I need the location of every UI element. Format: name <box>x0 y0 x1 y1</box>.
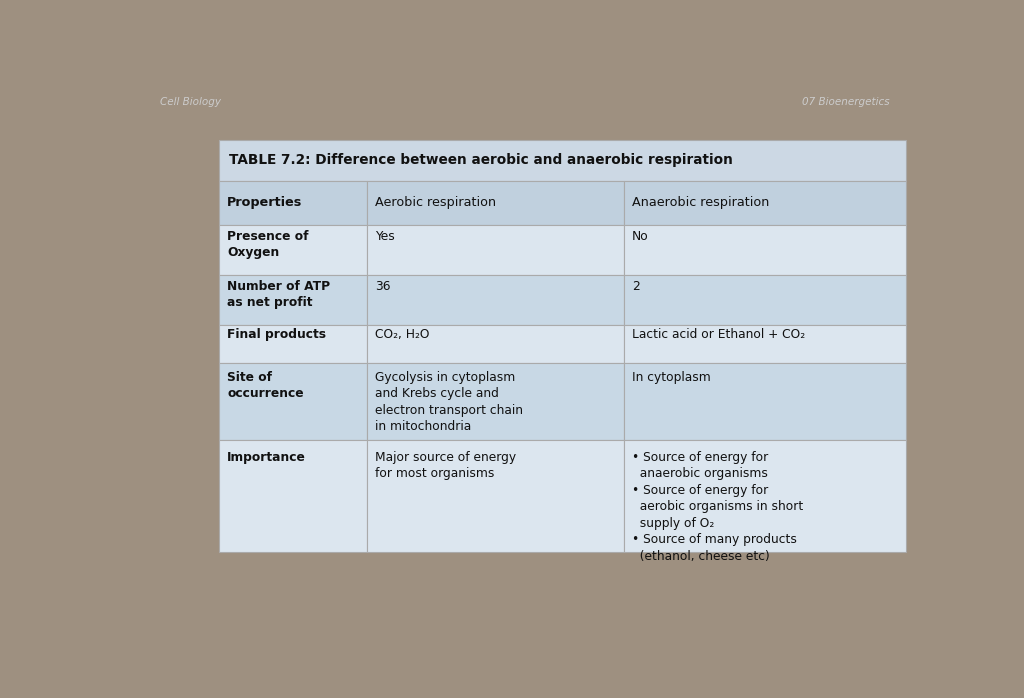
Text: Importance: Importance <box>227 451 306 464</box>
Bar <box>219 274 367 325</box>
Text: 36: 36 <box>375 280 390 292</box>
Bar <box>367 225 625 274</box>
Text: CO₂, H₂O: CO₂, H₂O <box>375 329 429 341</box>
Bar <box>219 181 367 225</box>
Text: Cell Biology: Cell Biology <box>160 97 221 107</box>
Text: Site of
occurrence: Site of occurrence <box>227 371 304 401</box>
Bar <box>219 440 367 552</box>
Text: Yes: Yes <box>375 230 394 243</box>
Text: Lactic acid or Ethanol + CO₂: Lactic acid or Ethanol + CO₂ <box>632 329 805 341</box>
Text: Gycolysis in cytoplasm
and Krebs cycle and
electron transport chain
in mitochond: Gycolysis in cytoplasm and Krebs cycle a… <box>375 371 523 433</box>
Text: In cytoplasm: In cytoplasm <box>632 371 711 384</box>
Bar <box>219 363 367 440</box>
Text: Final products: Final products <box>227 329 327 341</box>
Bar <box>367 274 625 325</box>
Bar <box>367 440 625 552</box>
Text: No: No <box>632 230 649 243</box>
Text: TABLE 7.2: Difference between aerobic and anaerobic respiration: TABLE 7.2: Difference between aerobic an… <box>228 154 732 168</box>
Bar <box>219 325 367 363</box>
Text: • Source of energy for
  anaerobic organisms
• Source of energy for
  aerobic or: • Source of energy for anaerobic organis… <box>632 451 804 563</box>
Bar <box>625 363 905 440</box>
Bar <box>625 225 905 274</box>
Text: Major source of energy
for most organisms: Major source of energy for most organism… <box>375 451 516 480</box>
Text: Anaerobic respiration: Anaerobic respiration <box>632 196 770 209</box>
Text: 07 Bioenergetics: 07 Bioenergetics <box>802 97 890 107</box>
Text: Aerobic respiration: Aerobic respiration <box>375 196 496 209</box>
Bar <box>367 325 625 363</box>
Text: Properties: Properties <box>227 196 302 209</box>
Bar <box>625 325 905 363</box>
Bar <box>367 363 625 440</box>
Bar <box>219 225 367 274</box>
Bar <box>625 274 905 325</box>
Text: 2: 2 <box>632 280 640 292</box>
Text: Number of ATP
as net profit: Number of ATP as net profit <box>227 280 331 309</box>
Bar <box>219 140 906 181</box>
Text: Presence of
Oxygen: Presence of Oxygen <box>227 230 308 259</box>
Bar <box>625 440 905 552</box>
Bar <box>625 181 905 225</box>
Bar <box>367 181 625 225</box>
